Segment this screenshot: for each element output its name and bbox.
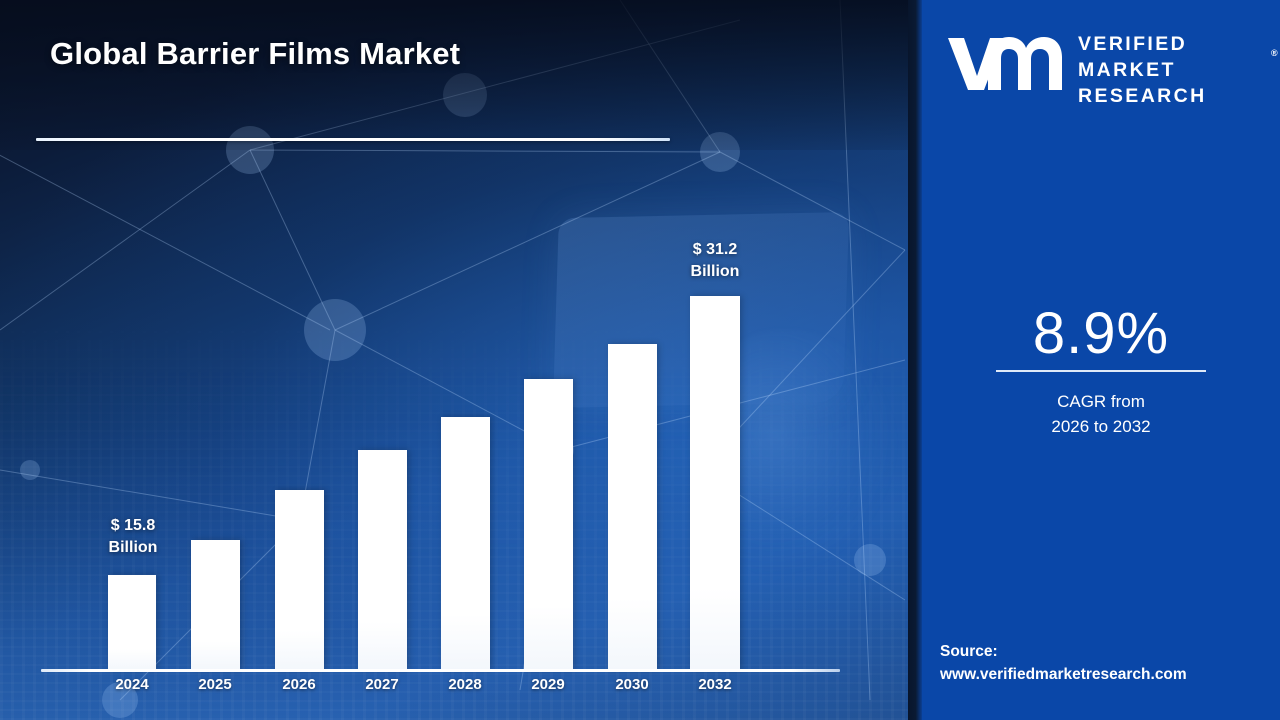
bar-annotation-2032: $ 31.2 Billion <box>652 239 778 283</box>
registered-trademark-icon: ® <box>1271 48 1278 58</box>
x-axis-label-2029: 2029 <box>531 676 565 693</box>
x-axis-label-2026: 2026 <box>282 676 316 693</box>
cagr-value: 8.9% <box>1032 301 1170 366</box>
chart-panel: Global Barrier Films Market $ 15.8 Billi… <box>0 0 910 720</box>
brand-name: VERIFIED MARKET RESEARCH <box>1078 32 1207 110</box>
brand-panel: VERIFIED MARKET RESEARCH ® 8.9% CAGR fro… <box>922 0 1280 720</box>
cagr-caption-line2: 2026 to 2032 <box>1051 416 1151 436</box>
x-axis-label-2028: 2028 <box>448 676 482 693</box>
bar-chart: $ 15.8 Billion $ 31.2 Billion 2024 2025 … <box>41 239 840 693</box>
vmr-wordmark-icon <box>948 37 1062 90</box>
bar-annotation-2024: $ 15.8 Billion <box>70 515 196 559</box>
bar-2028[interactable] <box>441 417 490 670</box>
title-divider <box>36 138 670 141</box>
bar-annotation-2024-value: $ 15.8 <box>110 517 156 534</box>
x-axis-label-2027: 2027 <box>365 676 399 693</box>
brand-name-line1: VERIFIED <box>1078 33 1188 55</box>
bar-2029[interactable] <box>524 379 573 670</box>
bar-2027[interactable] <box>358 450 407 670</box>
cagr-caption: CAGR from 2026 to 2032 <box>922 390 1280 439</box>
cagr-divider <box>996 370 1206 372</box>
x-axis-label-2024: 2024 <box>115 676 149 693</box>
bar-2025[interactable] <box>191 540 240 670</box>
source-block: Source: www.verifiedmarketresearch.com <box>940 640 1280 687</box>
brand-name-line3: RESEARCH <box>1078 84 1207 107</box>
x-axis-label-2025: 2025 <box>198 676 232 693</box>
bar-2026[interactable] <box>275 490 324 670</box>
x-axis-label-2030: 2030 <box>615 676 649 693</box>
source-label: Source: <box>940 643 998 660</box>
x-axis-label-2032: 2032 <box>698 676 732 693</box>
x-axis-line <box>41 669 840 672</box>
bar-annotation-2032-value: $ 31.2 <box>692 241 738 258</box>
source-url[interactable]: www.verifiedmarketresearch.com <box>940 666 1187 684</box>
cagr-caption-line1: CAGR from <box>1057 392 1145 411</box>
page-title: Global Barrier Films Market <box>50 36 461 71</box>
brand-name-line2: MARKET <box>1078 58 1176 81</box>
bar-2024[interactable] <box>108 575 156 670</box>
panel-divider <box>908 0 922 720</box>
bar-2032[interactable] <box>690 296 740 670</box>
bar-annotation-2032-unit: Billion <box>690 262 740 280</box>
bar-2030[interactable] <box>608 344 657 670</box>
brand-logo[interactable]: VERIFIED MARKET RESEARCH ® <box>944 28 1278 107</box>
bar-annotation-2024-unit: Billion <box>108 538 158 556</box>
